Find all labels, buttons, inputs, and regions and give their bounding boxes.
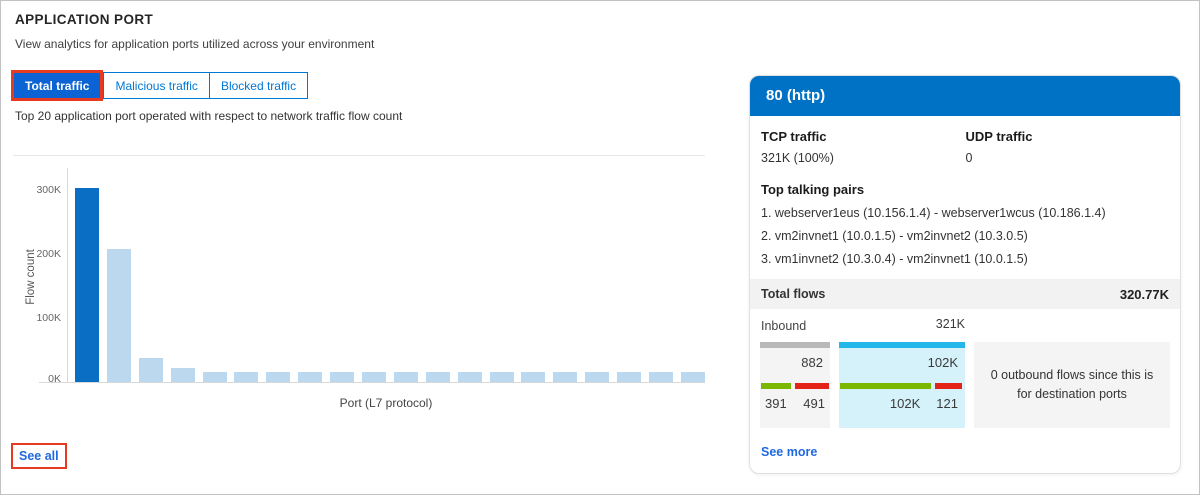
- see-more-link[interactable]: See more: [761, 445, 818, 459]
- y-tick-300k: 300K: [36, 184, 61, 196]
- inbound-label: Inbound: [761, 319, 807, 333]
- cyan-total-bar: [839, 342, 965, 348]
- see-all-link[interactable]: See all: [19, 449, 59, 463]
- top-talking-pairs-section: Top talking pairs 1. webserver1eus (10.1…: [760, 182, 1170, 266]
- bar-port-14[interactable]: [489, 372, 514, 382]
- bar-port-1[interactable]: [75, 188, 99, 382]
- tcp-traffic-label: TCP traffic: [761, 129, 827, 144]
- total-flows-label: Total flows: [761, 287, 826, 301]
- grey-total-bar: [760, 342, 830, 348]
- x-axis-line: [39, 382, 705, 383]
- divider-line: [13, 155, 705, 156]
- annotation-box-see-all: See all: [11, 443, 67, 469]
- bar-port-13[interactable]: [457, 372, 482, 382]
- green-allowed-bar: [840, 383, 931, 389]
- tab-malicious-traffic[interactable]: Malicious traffic: [103, 72, 210, 99]
- inbound-row: Inbound 321K: [760, 317, 965, 333]
- y-tick-200k: 200K: [36, 248, 61, 260]
- total-flows-row: Total flows 320.77K: [750, 279, 1180, 309]
- tcp-traffic-value: 321K (100%): [761, 151, 834, 165]
- y-tick-100k: 100K: [36, 312, 61, 324]
- red-denied-bar: [795, 383, 829, 389]
- bar-port-2[interactable]: [106, 249, 131, 382]
- bar-series: [75, 169, 705, 382]
- flow-block-cyan: 102K 102K 121: [839, 342, 965, 428]
- bar-port-8[interactable]: [298, 372, 323, 382]
- grey-red-value: 491: [803, 396, 825, 411]
- cyan-green-value: 102K: [889, 396, 921, 411]
- cyan-red-value: 121: [936, 396, 958, 411]
- y-tick-0k: 0K: [48, 373, 61, 385]
- top-talking-pairs-label: Top talking pairs: [761, 182, 865, 197]
- udp-traffic-value: 0: [965, 151, 973, 165]
- y-axis-line: [67, 168, 68, 382]
- flow-block-grey: 882 391 491: [760, 342, 830, 428]
- port-detail-card: 80 (http) TCP traffic 321K (100%) UDP tr…: [749, 75, 1181, 474]
- chart-caption: Top 20 application port operated with re…: [15, 109, 403, 123]
- bar-port-11[interactable]: [393, 372, 418, 382]
- talking-pair-1: 1. webserver1eus (10.156.1.4) - webserve…: [761, 206, 1106, 220]
- bar-port-12[interactable]: [425, 372, 450, 382]
- bar-port-17[interactable]: [585, 372, 610, 382]
- see-more-row: See more: [760, 443, 1170, 461]
- total-flows-value: 320.77K: [1119, 286, 1169, 302]
- bar-port-9[interactable]: [330, 372, 355, 382]
- udp-traffic-column: UDP traffic 0: [966, 129, 1171, 165]
- flow-breakdown-row: 882 391 491 102K: [760, 342, 1170, 428]
- bar-port-16[interactable]: [553, 372, 578, 382]
- bar-port-3[interactable]: [138, 358, 163, 382]
- tcp-traffic-column: TCP traffic 321K (100%): [761, 129, 966, 165]
- grey-block-values: 391 491: [760, 389, 830, 411]
- red-denied-bar: [934, 383, 962, 389]
- grey-block-bars: [760, 383, 830, 389]
- bar-port-4[interactable]: [170, 368, 195, 382]
- protocol-traffic-row: TCP traffic 321K (100%) UDP traffic 0: [760, 129, 1170, 165]
- outbound-note: 0 outbound flows since this is for desti…: [974, 342, 1170, 428]
- x-axis-label: Port (L7 protocol): [339, 396, 433, 410]
- annotation-box-total-traffic: Total traffic: [11, 70, 104, 101]
- cyan-block-bars: [839, 383, 965, 389]
- talking-pair-2: 2. vm2invnet1 (10.0.1.5) - vm2invnet2 (1…: [761, 229, 1028, 243]
- bar-port-7[interactable]: [266, 372, 291, 382]
- bar-port-20[interactable]: [680, 372, 705, 382]
- grey-green-value: 391: [765, 396, 787, 411]
- page-title: APPLICATION PORT: [15, 12, 154, 27]
- bar-port-18[interactable]: [617, 372, 642, 382]
- tab-blocked-traffic[interactable]: Blocked traffic: [208, 72, 309, 99]
- udp-traffic-label: UDP traffic: [965, 129, 1033, 144]
- port-detail-card-body: TCP traffic 321K (100%) UDP traffic 0 To…: [750, 129, 1180, 461]
- bar-port-10[interactable]: [362, 372, 387, 382]
- bar-port-6[interactable]: [234, 372, 259, 382]
- cyan-block-values: 102K 121: [839, 389, 965, 411]
- page-subtitle: View analytics for application ports uti…: [15, 37, 375, 51]
- cyan-block-total: 102K: [927, 355, 958, 370]
- inbound-total-value: 321K: [935, 317, 965, 331]
- port-detail-card-title: 80 (http): [750, 76, 1180, 116]
- talking-pair-3: 3. vm1invnet2 (10.3.0.4) - vm2invnet1 (1…: [761, 252, 1028, 266]
- bar-port-19[interactable]: [649, 372, 674, 382]
- green-allowed-bar: [761, 383, 792, 389]
- bar-port-15[interactable]: [521, 372, 546, 382]
- traffic-tabs: Total traffic Malicious traffic Blocked …: [11, 70, 309, 101]
- tab-total-traffic[interactable]: Total traffic: [14, 73, 101, 98]
- bar-port-5[interactable]: [202, 372, 227, 382]
- grey-block-total: 882: [801, 355, 823, 370]
